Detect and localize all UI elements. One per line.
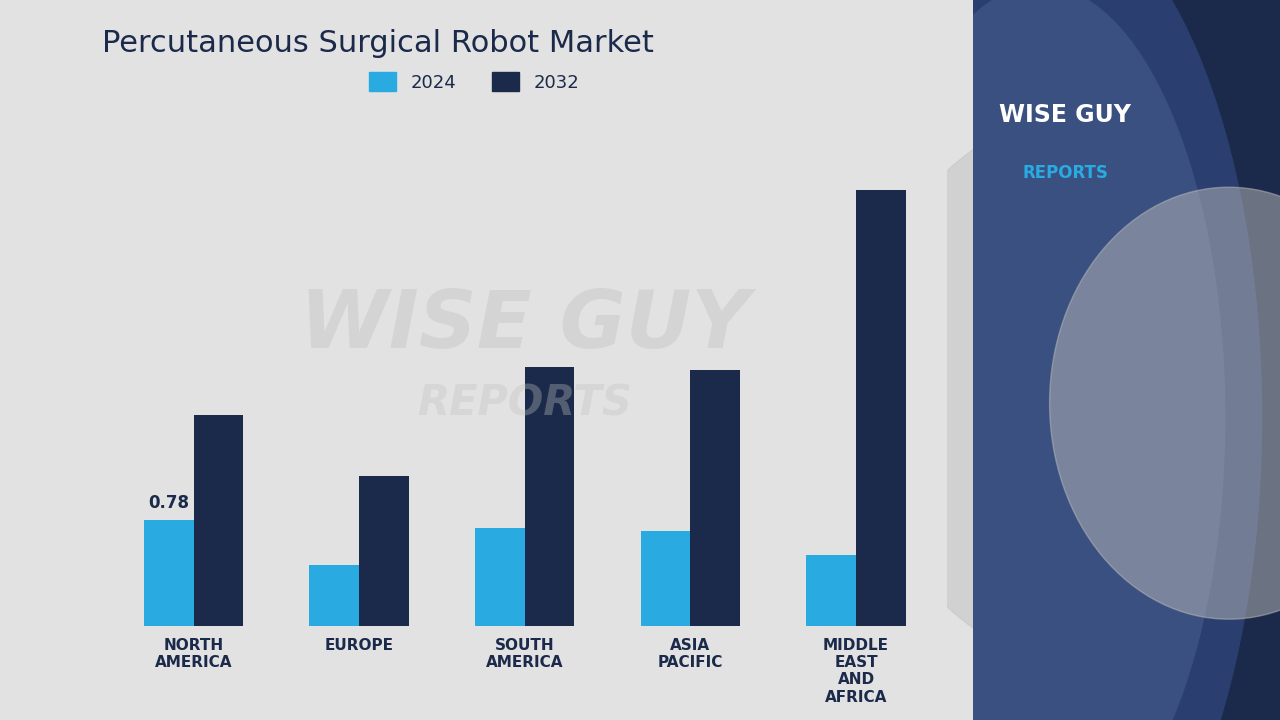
Bar bbox=[525, 367, 575, 626]
Circle shape bbox=[819, 0, 1262, 720]
Bar bbox=[475, 528, 525, 626]
Text: REPORTS: REPORTS bbox=[1021, 163, 1108, 181]
Bar bbox=[193, 415, 243, 626]
Text: Percutaneous Surgical Robot Market: Percutaneous Surgical Robot Market bbox=[102, 29, 654, 58]
Circle shape bbox=[856, 0, 1225, 720]
Bar bbox=[143, 520, 193, 626]
Bar bbox=[360, 477, 408, 626]
Legend: 2024, 2032: 2024, 2032 bbox=[361, 66, 586, 99]
Bar bbox=[806, 555, 856, 626]
Bar bbox=[690, 370, 740, 626]
Text: 0.78: 0.78 bbox=[148, 494, 189, 512]
Bar bbox=[641, 531, 690, 626]
Bar bbox=[856, 190, 906, 626]
Text: WISE GUY: WISE GUY bbox=[998, 103, 1132, 127]
Text: REPORTS: REPORTS bbox=[417, 382, 632, 425]
Bar bbox=[310, 565, 360, 626]
Text: WISE GUY: WISE GUY bbox=[300, 287, 750, 365]
